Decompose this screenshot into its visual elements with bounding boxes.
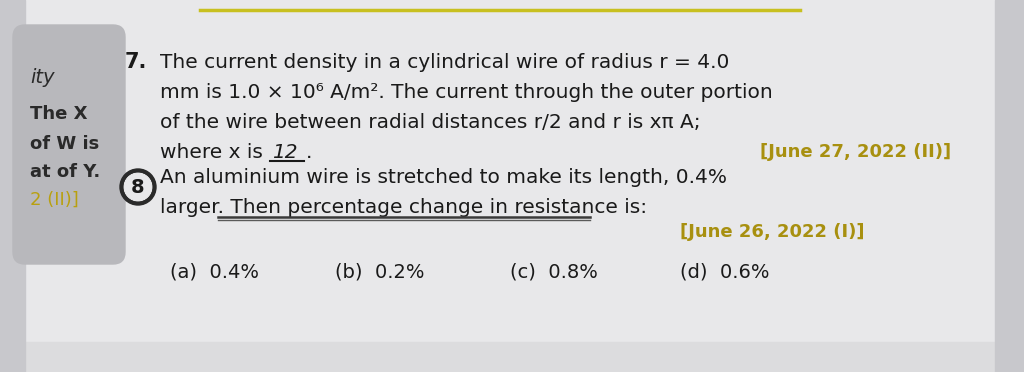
Bar: [995, 0, 1024, 372]
Text: larger. Then percentage change in resistance is:: larger. Then percentage change in resist…: [160, 198, 647, 217]
Text: (a)  0.4%: (a) 0.4%: [170, 263, 259, 282]
Circle shape: [120, 169, 156, 205]
Text: (b)  0.2%: (b) 0.2%: [335, 263, 425, 282]
Text: of the wire between radial distances r/2 and r is xπ A;: of the wire between radial distances r/2…: [160, 112, 700, 131]
Text: 12: 12: [272, 142, 298, 161]
Ellipse shape: [0, 0, 1024, 102]
Text: An aluminium wire is stretched to make its length, 0.4%: An aluminium wire is stretched to make i…: [160, 167, 727, 186]
Text: (c)  0.8%: (c) 0.8%: [510, 263, 598, 282]
Text: 8: 8: [131, 177, 144, 196]
Text: mm is 1.0 × 10⁶ A/m². The current through the outer portion: mm is 1.0 × 10⁶ A/m². The current throug…: [160, 83, 773, 102]
Bar: [0, 0, 25, 372]
Text: at of Y.: at of Y.: [30, 163, 100, 181]
Text: of W is: of W is: [30, 135, 99, 153]
Text: where x is: where x is: [160, 142, 269, 161]
Text: The X: The X: [30, 105, 87, 123]
Text: ity: ity: [30, 67, 54, 87]
Bar: [20, 342, 1020, 372]
FancyBboxPatch shape: [13, 25, 125, 264]
Text: [June 27, 2022 (II)]: [June 27, 2022 (II)]: [760, 143, 951, 161]
Text: 2 (II)]: 2 (II)]: [30, 191, 79, 209]
Circle shape: [124, 173, 152, 201]
Text: (d)  0.6%: (d) 0.6%: [680, 263, 769, 282]
Text: .: .: [306, 142, 312, 161]
Text: The current density in a cylindrical wire of radius r = 4.0: The current density in a cylindrical wir…: [160, 52, 729, 71]
Text: [June 26, 2022 (I)]: [June 26, 2022 (I)]: [680, 223, 864, 241]
Text: 7.: 7.: [125, 52, 147, 72]
